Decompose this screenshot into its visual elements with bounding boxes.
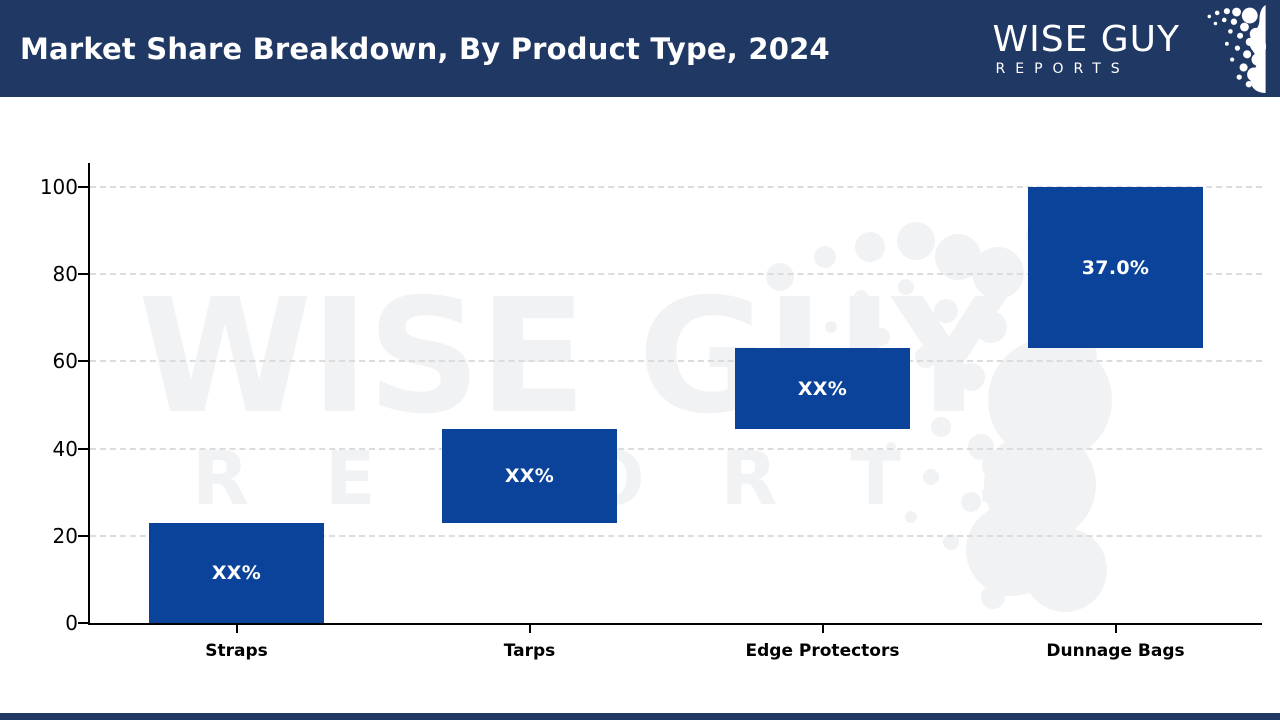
x-tick-2 xyxy=(528,625,531,633)
y-tick-label-40: 40 xyxy=(52,436,78,461)
chart-title: Market Share Breakdown, By Product Type,… xyxy=(20,31,830,66)
bar-value-label: XX% xyxy=(211,561,262,584)
y-tick-80 xyxy=(78,273,88,276)
chart-region: WISE GUY REPORTS 0 20 40 60 80 100 XX% Straps XX… xyxy=(0,97,1280,713)
x-tick-1 xyxy=(235,625,238,633)
y-tick-label-80: 80 xyxy=(52,262,78,287)
logo-text: WISE GUY REPORTS xyxy=(992,18,1181,77)
bar-value-label: XX% xyxy=(504,464,555,487)
y-tick-label-100: 100 xyxy=(39,174,78,199)
bar-value-label: 37.0% xyxy=(1081,256,1150,279)
bar-straps: XX% xyxy=(148,522,325,623)
plot-area: 0 20 40 60 80 100 XX% Straps XX% Tarps XX% Edge Pro… xyxy=(40,163,1262,661)
y-tick-label-0: 0 xyxy=(65,611,78,635)
bar-edge-protectors: XX% xyxy=(734,348,911,429)
gridline-y-60 xyxy=(90,360,1262,363)
y-tick-40 xyxy=(78,447,88,450)
bar-value-label: XX% xyxy=(797,377,848,400)
gridline-y-100 xyxy=(90,185,1262,188)
wise-guy-reports-logo: WISE GUY REPORTS xyxy=(992,4,1266,93)
y-tick-0 xyxy=(78,622,88,624)
header-bar: Market Share Breakdown, By Product Type,… xyxy=(0,0,1280,97)
x-category-label-4: Dunnage Bags xyxy=(1046,641,1185,661)
y-tick-100 xyxy=(78,185,88,188)
y-tick-label-20: 20 xyxy=(52,523,78,548)
x-category-label-2: Tarps xyxy=(503,641,556,661)
x-tick-4 xyxy=(1114,625,1117,633)
y-tick-60 xyxy=(78,360,88,363)
bar-dunnage-bags: 37.0% xyxy=(1027,187,1204,349)
y-tick-label-60: 60 xyxy=(52,349,78,374)
gridline-y-80 xyxy=(90,273,1262,276)
x-tick-3 xyxy=(821,625,824,633)
footer-bar xyxy=(0,713,1280,720)
x-category-label-1: Straps xyxy=(205,641,268,661)
gridline-y-40 xyxy=(90,447,1262,450)
logo-subtitle: REPORTS xyxy=(995,60,1130,77)
x-category-label-3: Edge Protectors xyxy=(745,641,900,661)
bar-tarps: XX% xyxy=(441,428,618,523)
logo-wordmark: WISE GUY xyxy=(992,18,1180,60)
gridline-y-20 xyxy=(90,534,1262,537)
y-tick-20 xyxy=(78,534,88,537)
logo-face-dots-icon xyxy=(1207,4,1266,93)
